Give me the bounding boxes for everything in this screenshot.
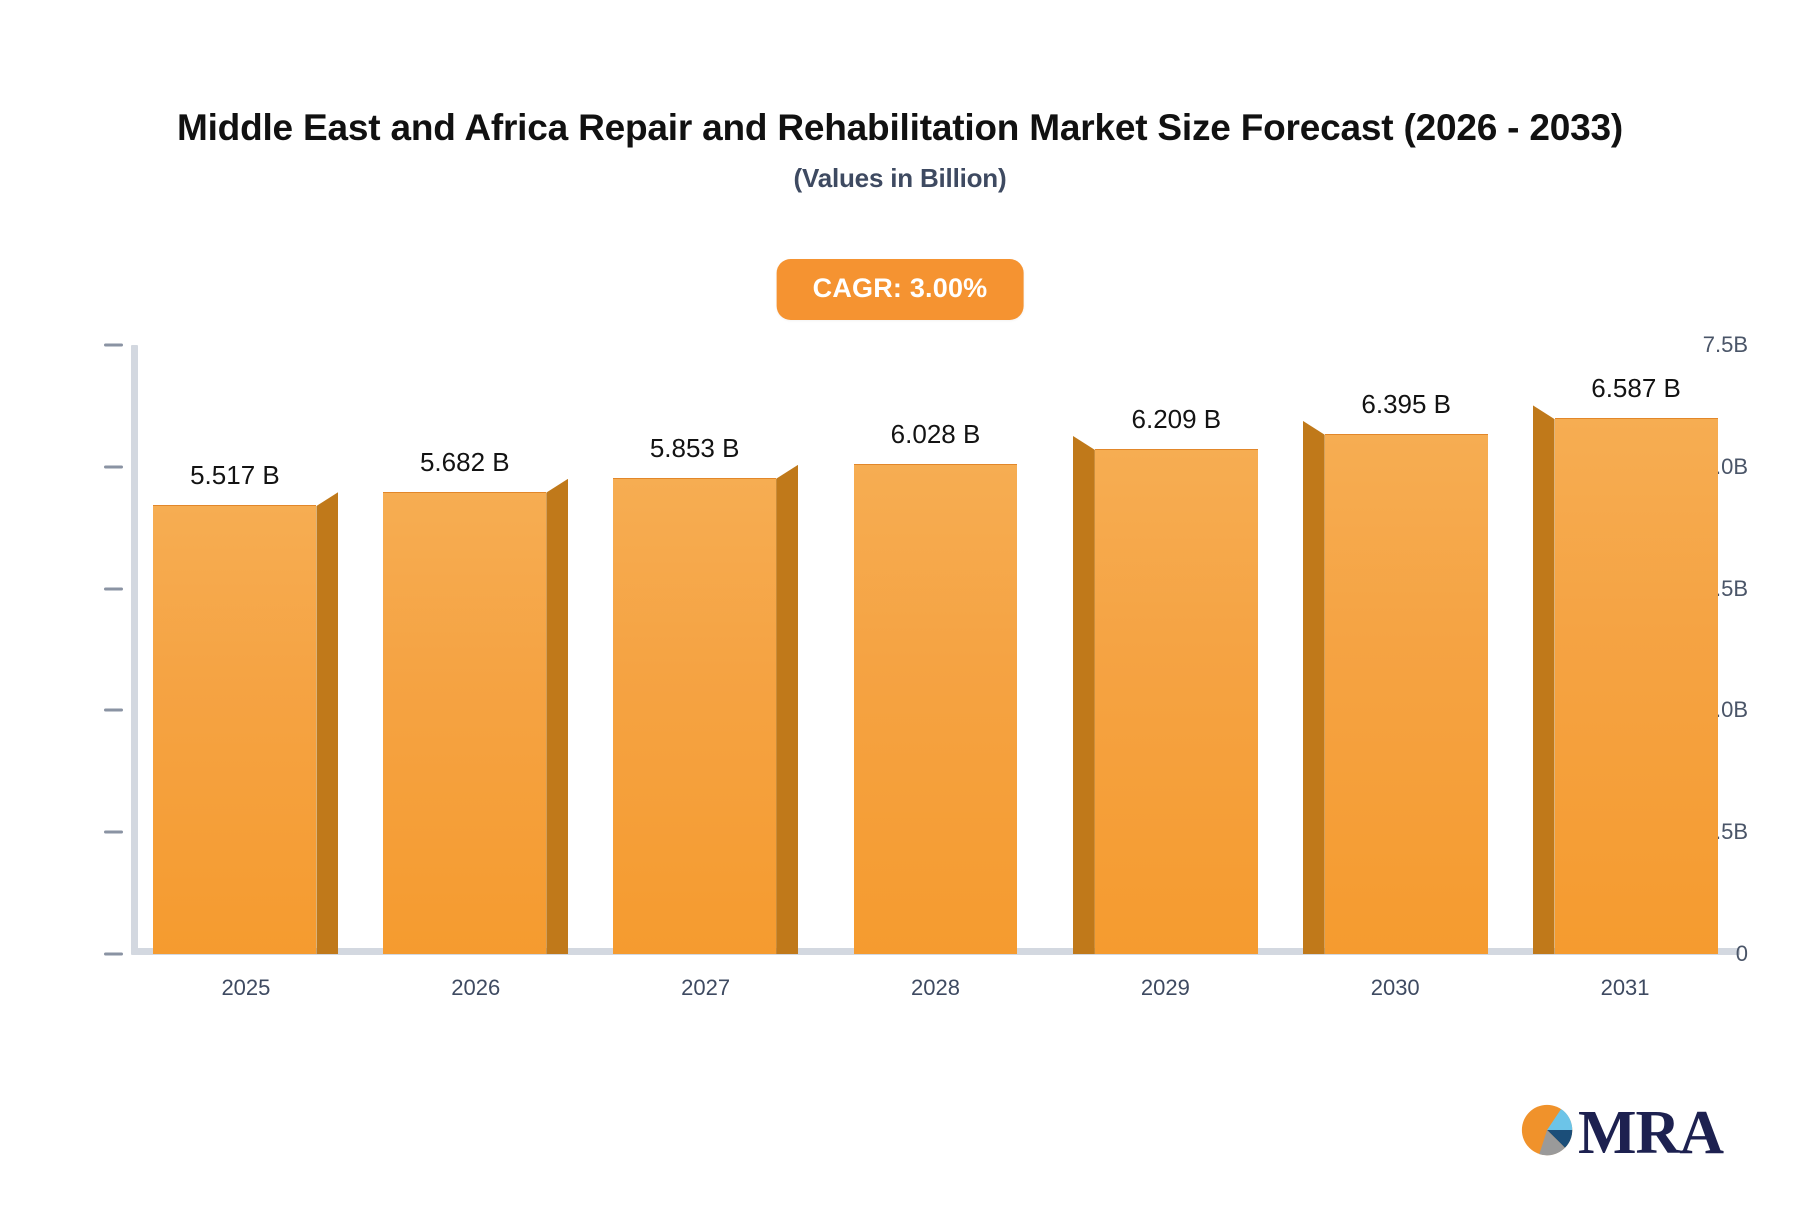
bar-front-face[interactable]	[1094, 448, 1258, 954]
cagr-badge: CAGR: 3.00%	[776, 259, 1024, 320]
x-axis-tick-label: 2025	[221, 975, 271, 1000]
bar-side-face	[546, 478, 569, 954]
y-axis-tick-mark	[104, 587, 123, 591]
pie-chart-icon	[1518, 1099, 1580, 1166]
logo-text: MRA	[1578, 1098, 1724, 1167]
page-title: Middle East and Africa Repair and Rehabi…	[176, 107, 1624, 148]
bar-value-label: 6.395 B	[1361, 388, 1452, 419]
bar-value-label: 6.209 B	[1131, 403, 1222, 434]
x-axis-tick-label: 2031	[1600, 975, 1650, 1000]
y-axis-tick-mark	[104, 465, 123, 469]
y-axis-line	[131, 345, 138, 954]
x-axis-tick-label: 2029	[1140, 975, 1190, 1000]
bar-side-face	[1072, 435, 1095, 954]
bar-side-face	[1302, 420, 1325, 954]
bar-front-face[interactable]	[613, 477, 777, 954]
y-axis-tick-label: 0	[1735, 941, 1748, 966]
bar-value-label: 6.028 B	[890, 418, 981, 449]
x-axis-tick-label: 2030	[1370, 975, 1420, 1000]
bar-front-face[interactable]	[153, 505, 317, 954]
bar-front-face[interactable]	[854, 463, 1017, 954]
title-block: Middle East and Africa Repair and Rehabi…	[150, 104, 1650, 194]
y-axis-tick-label: 7.5B	[1702, 332, 1748, 357]
mra-logo: MRA	[1518, 1098, 1724, 1167]
y-axis-tick-mark	[104, 830, 123, 834]
x-axis-tick-label: 2027	[681, 975, 731, 1000]
bar-value-label: 6.587 B	[1591, 373, 1681, 404]
bar-side-face	[316, 492, 339, 954]
bar-value-label: 5.682 B	[419, 446, 510, 477]
y-axis-tick-mark	[104, 343, 123, 347]
bar-front-face[interactable]	[1324, 433, 1488, 954]
x-axis-tick-label: 2028	[911, 975, 960, 1000]
bar-value-label: 5.517 B	[190, 460, 280, 491]
bar-front-face[interactable]	[383, 491, 547, 954]
x-axis-tick-label: 2026	[451, 975, 501, 1000]
y-axis-tick-mark	[104, 952, 123, 956]
y-axis-tick-mark	[104, 708, 123, 712]
bar-value-label: 5.853 B	[649, 432, 740, 463]
bar-front-face[interactable]	[1554, 418, 1718, 954]
chart-subtitle: (Values in Billion)	[793, 163, 1007, 194]
bar-side-face	[1532, 405, 1555, 954]
bar-side-face	[776, 464, 799, 954]
